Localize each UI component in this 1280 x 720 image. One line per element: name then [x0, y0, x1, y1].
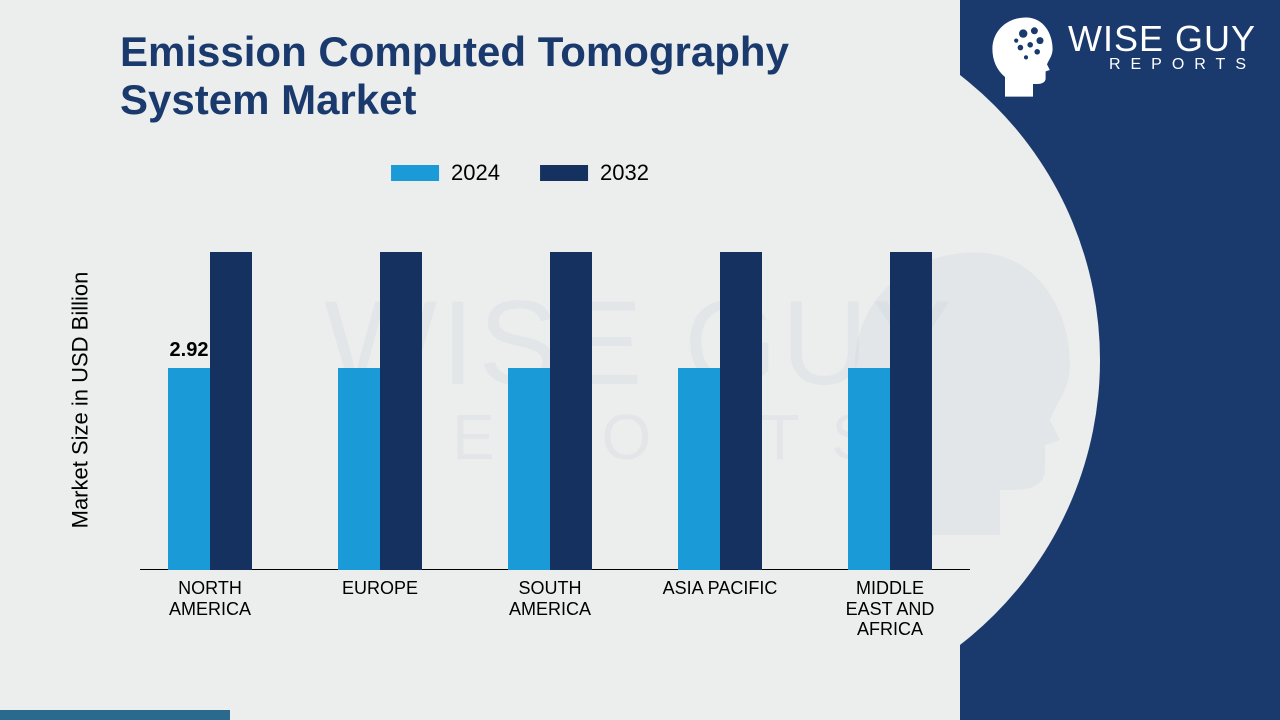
legend: 2024 2032	[391, 160, 649, 186]
bar-series-1	[168, 368, 210, 570]
chart-canvas: WISE GUY REPORTS Emission Computed Tomog…	[0, 0, 1280, 720]
bar-series-1	[678, 368, 720, 570]
chart-title: Emission Computed Tomography System Mark…	[120, 28, 940, 125]
bar-series-1	[508, 368, 550, 570]
legend-label: 2032	[600, 160, 649, 186]
bar-series-2	[720, 252, 762, 570]
plot-area: 2.92NORTH AMERICAEUROPESOUTH AMERICAASIA…	[140, 190, 970, 570]
bar-series-2	[210, 252, 252, 570]
x-axis-category-label: SOUTH AMERICA	[490, 578, 610, 619]
bar-chart: 2024 2032 Market Size in USD Billion 2.92…	[60, 160, 980, 640]
bar-series-2	[890, 252, 932, 570]
bar-series-1	[848, 368, 890, 570]
x-axis-category-label: MIDDLE EAST AND AFRICA	[830, 578, 950, 640]
brand-logo: WISE GUY REPORTS	[1068, 18, 1256, 74]
bottom-accent-strip	[0, 710, 230, 720]
bar-value-label: 2.92	[170, 339, 209, 362]
legend-swatch	[391, 165, 439, 181]
x-axis-category-label: NORTH AMERICA	[150, 578, 270, 619]
legend-swatch	[540, 165, 588, 181]
legend-label: 2024	[451, 160, 500, 186]
legend-item: 2032	[540, 160, 649, 186]
brand-name: WISE GUY	[1068, 18, 1256, 60]
logo-head-icon	[984, 14, 1054, 98]
legend-item: 2024	[391, 160, 500, 186]
y-axis-label: Market Size in USD Billion	[68, 272, 94, 529]
bar-series-1	[338, 368, 380, 570]
bar-series-2	[550, 252, 592, 570]
x-axis-category-label: EUROPE	[320, 578, 440, 599]
x-axis-category-label: ASIA PACIFIC	[660, 578, 780, 599]
bar-series-2	[380, 252, 422, 570]
